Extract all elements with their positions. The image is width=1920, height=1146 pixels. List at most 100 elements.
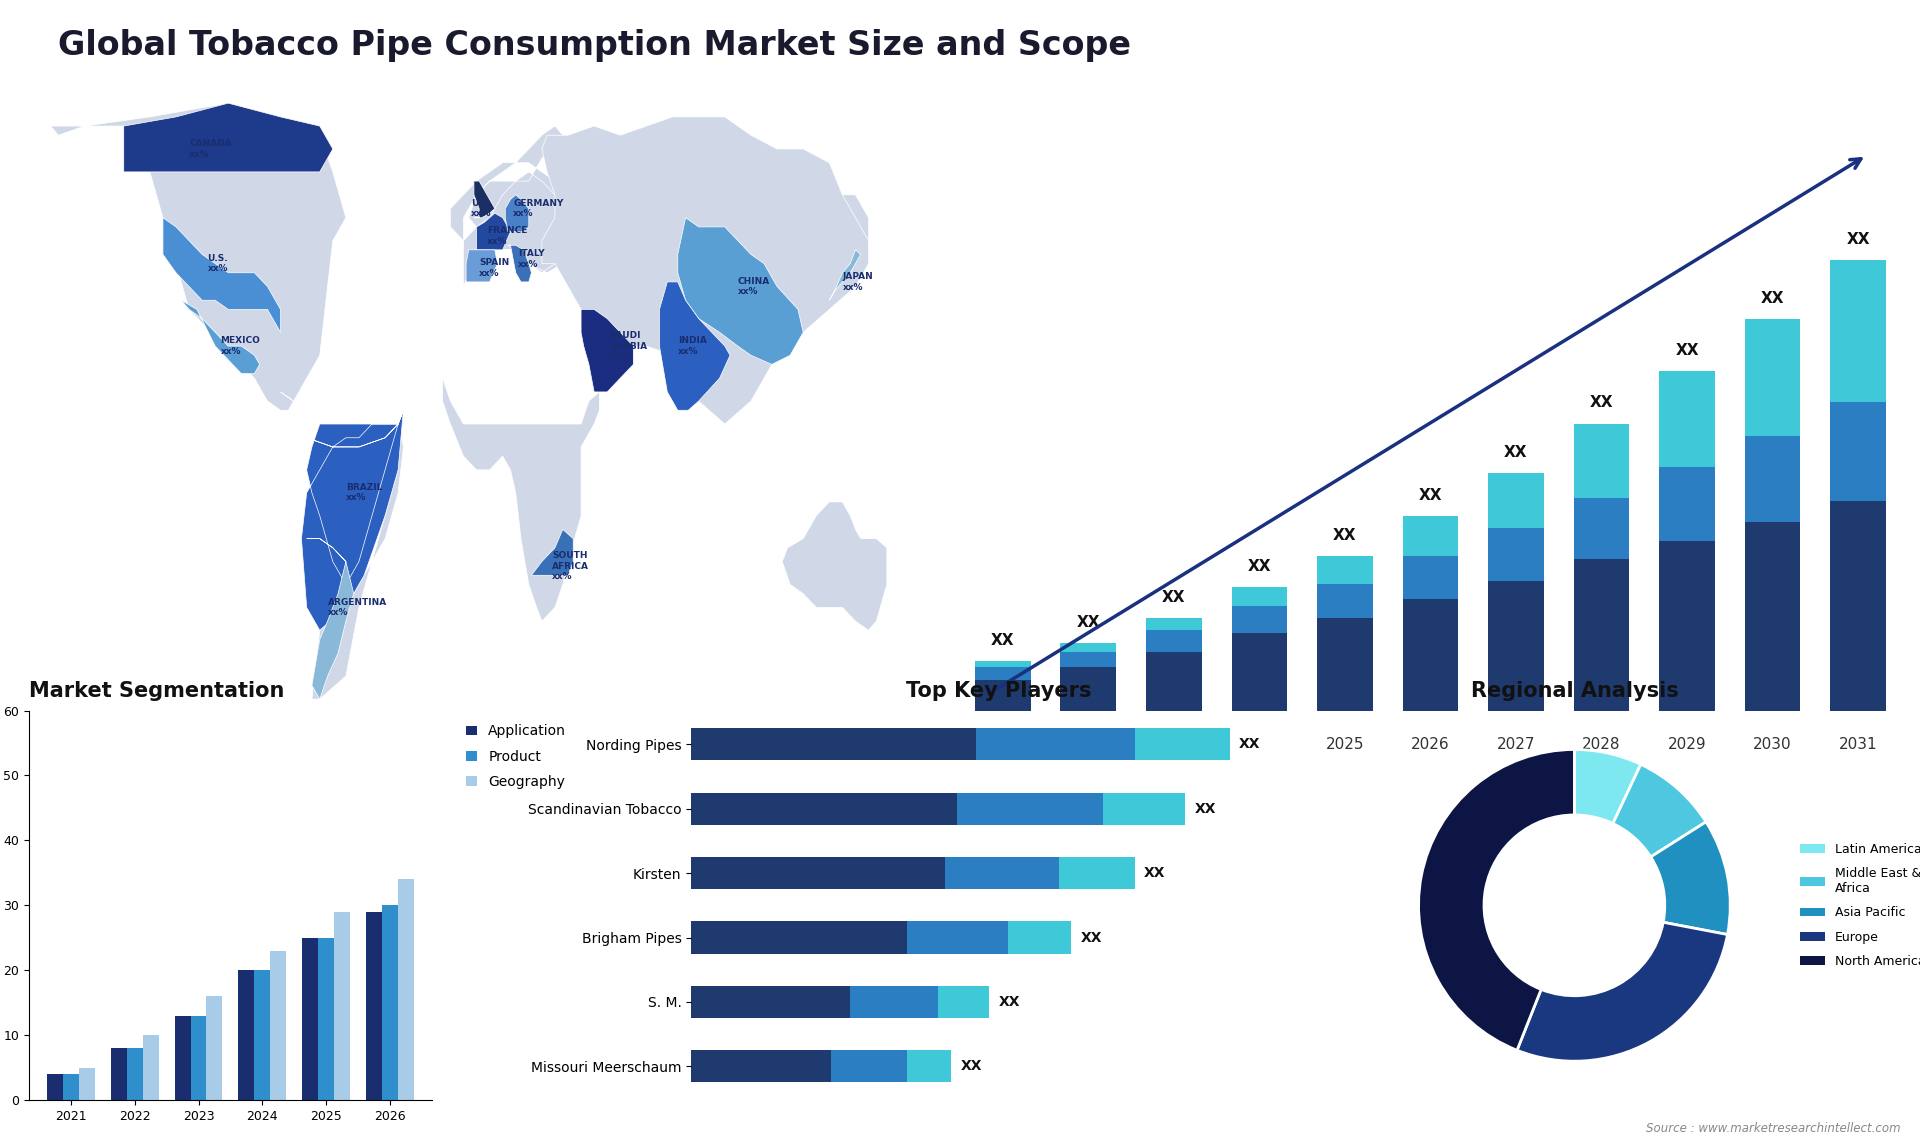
Polygon shape bbox=[294, 410, 403, 630]
Polygon shape bbox=[678, 218, 803, 364]
Legend: Application, Product, Geography: Application, Product, Geography bbox=[459, 717, 572, 795]
Text: 2026: 2026 bbox=[1411, 737, 1450, 752]
Polygon shape bbox=[280, 392, 403, 699]
Bar bbox=[1146, 630, 1202, 652]
Bar bbox=[1317, 556, 1373, 584]
Text: FRANCE
xx%: FRANCE xx% bbox=[488, 227, 528, 245]
Bar bbox=[1146, 652, 1202, 711]
Polygon shape bbox=[476, 213, 511, 250]
Text: CHINA
xx%: CHINA xx% bbox=[737, 277, 770, 296]
Text: XX: XX bbox=[1144, 866, 1165, 880]
Text: XX: XX bbox=[1077, 614, 1100, 629]
Bar bbox=[691, 1050, 831, 1083]
Text: 2025: 2025 bbox=[1325, 737, 1363, 752]
Bar bbox=[1659, 541, 1715, 711]
Bar bbox=[48, 1074, 63, 1100]
Bar bbox=[127, 1049, 142, 1100]
Bar bbox=[1317, 584, 1373, 618]
Polygon shape bbox=[180, 300, 259, 374]
Text: SOUTH
AFRICA
xx%: SOUTH AFRICA xx% bbox=[553, 551, 589, 581]
Text: 2028: 2028 bbox=[1582, 737, 1620, 752]
Text: XX: XX bbox=[1081, 931, 1102, 944]
Bar bbox=[945, 857, 1058, 889]
Polygon shape bbox=[509, 245, 532, 282]
Bar bbox=[334, 912, 349, 1100]
Bar bbox=[1060, 652, 1116, 667]
Text: 2031: 2031 bbox=[1839, 737, 1878, 752]
Bar bbox=[906, 921, 1008, 953]
Polygon shape bbox=[123, 103, 332, 172]
Bar bbox=[1404, 516, 1457, 556]
Polygon shape bbox=[163, 218, 280, 332]
Bar bbox=[175, 1015, 190, 1100]
Bar bbox=[1745, 523, 1801, 711]
Bar bbox=[1830, 260, 1885, 402]
Text: 2027: 2027 bbox=[1498, 737, 1536, 752]
Text: XX: XX bbox=[991, 633, 1014, 649]
Polygon shape bbox=[659, 282, 730, 410]
Bar bbox=[691, 986, 849, 1018]
Bar bbox=[1060, 643, 1116, 652]
Text: 2029: 2029 bbox=[1668, 737, 1707, 752]
Bar bbox=[1488, 528, 1544, 581]
Polygon shape bbox=[467, 250, 497, 282]
Bar bbox=[975, 728, 1135, 761]
Bar bbox=[79, 1068, 94, 1100]
Bar bbox=[1231, 634, 1286, 711]
Bar bbox=[1008, 921, 1071, 953]
Bar bbox=[1830, 501, 1885, 711]
Bar bbox=[111, 1049, 127, 1100]
Bar bbox=[958, 793, 1102, 825]
Wedge shape bbox=[1517, 923, 1728, 1061]
Bar bbox=[1102, 793, 1185, 825]
Text: U.S.
xx%: U.S. xx% bbox=[207, 254, 228, 273]
Bar bbox=[1146, 618, 1202, 630]
Bar bbox=[301, 937, 319, 1100]
Bar bbox=[382, 905, 397, 1100]
Text: XX: XX bbox=[1238, 737, 1261, 752]
Text: XX: XX bbox=[1332, 528, 1357, 543]
Bar bbox=[63, 1074, 79, 1100]
Bar bbox=[1404, 599, 1457, 711]
Polygon shape bbox=[442, 378, 599, 621]
Bar bbox=[906, 1050, 950, 1083]
Bar bbox=[1404, 556, 1457, 599]
Polygon shape bbox=[532, 529, 574, 575]
Polygon shape bbox=[474, 181, 495, 218]
Bar bbox=[975, 680, 1031, 711]
Text: CANADA
xx%: CANADA xx% bbox=[188, 140, 232, 158]
Polygon shape bbox=[505, 195, 528, 231]
Bar bbox=[691, 793, 958, 825]
Bar bbox=[1488, 581, 1544, 711]
Bar bbox=[271, 951, 286, 1100]
Text: 2024: 2024 bbox=[1240, 737, 1279, 752]
Polygon shape bbox=[307, 539, 353, 699]
Text: XX: XX bbox=[998, 995, 1020, 1008]
Text: XX: XX bbox=[1419, 488, 1442, 503]
Text: ITALY
xx%: ITALY xx% bbox=[518, 250, 545, 268]
Bar bbox=[1058, 857, 1135, 889]
Bar bbox=[1745, 435, 1801, 523]
Bar bbox=[1659, 371, 1715, 466]
Text: JAPAN
xx%: JAPAN xx% bbox=[843, 273, 874, 291]
Bar bbox=[207, 996, 223, 1100]
Bar bbox=[1488, 473, 1544, 528]
Text: SAUDI
ARABIA
xx%: SAUDI ARABIA xx% bbox=[611, 331, 647, 361]
Wedge shape bbox=[1419, 749, 1574, 1050]
Bar bbox=[691, 728, 975, 761]
Text: XX: XX bbox=[960, 1059, 981, 1074]
Bar bbox=[1135, 728, 1229, 761]
Text: ARGENTINA
xx%: ARGENTINA xx% bbox=[328, 598, 386, 617]
Text: XX: XX bbox=[1676, 343, 1699, 358]
Legend: Latin America, Middle East &
Africa, Asia Pacific, Europe, North America: Latin America, Middle East & Africa, Asi… bbox=[1795, 838, 1920, 973]
Polygon shape bbox=[781, 502, 887, 630]
Bar bbox=[1574, 424, 1630, 497]
Bar bbox=[319, 937, 334, 1100]
Text: GERMANY
xx%: GERMANY xx% bbox=[513, 199, 563, 218]
Text: Global Tobacco Pipe Consumption Market Size and Scope: Global Tobacco Pipe Consumption Market S… bbox=[58, 29, 1131, 62]
Title: Regional Analysis: Regional Analysis bbox=[1471, 681, 1678, 700]
Text: XX: XX bbox=[1590, 395, 1613, 410]
Text: SPAIN
xx%: SPAIN xx% bbox=[480, 259, 509, 277]
Text: MEXICO
xx%: MEXICO xx% bbox=[221, 337, 261, 355]
Wedge shape bbox=[1574, 749, 1642, 824]
